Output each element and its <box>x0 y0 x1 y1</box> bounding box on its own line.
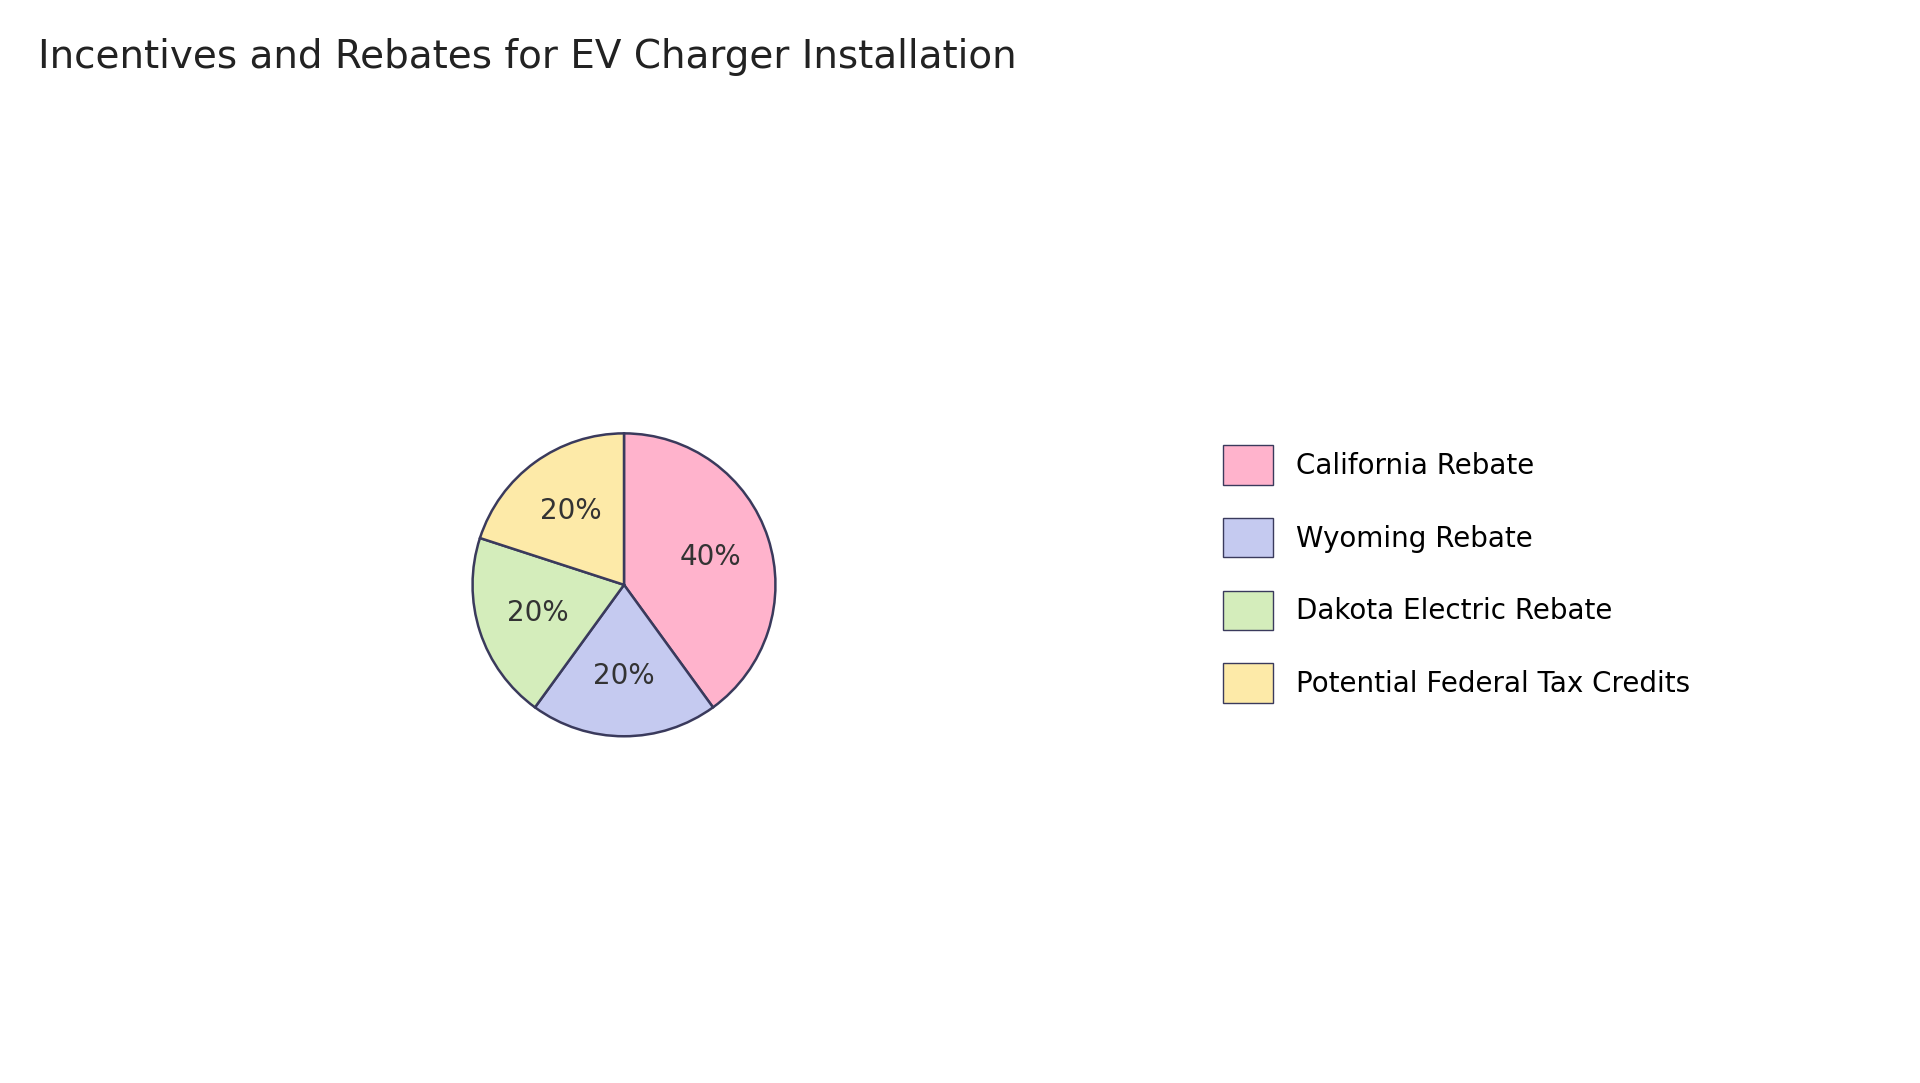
Wedge shape <box>536 585 712 736</box>
Wedge shape <box>624 433 776 707</box>
Wedge shape <box>480 433 624 585</box>
Text: 20%: 20% <box>540 497 601 525</box>
Legend: California Rebate, Wyoming Rebate, Dakota Electric Rebate, Potential Federal Tax: California Rebate, Wyoming Rebate, Dakot… <box>1223 445 1690 703</box>
Wedge shape <box>472 538 624 707</box>
Text: Incentives and Rebates for EV Charger Installation: Incentives and Rebates for EV Charger In… <box>38 38 1018 76</box>
Text: 20%: 20% <box>593 662 655 690</box>
Text: 20%: 20% <box>507 599 568 627</box>
Text: 40%: 40% <box>680 543 741 571</box>
